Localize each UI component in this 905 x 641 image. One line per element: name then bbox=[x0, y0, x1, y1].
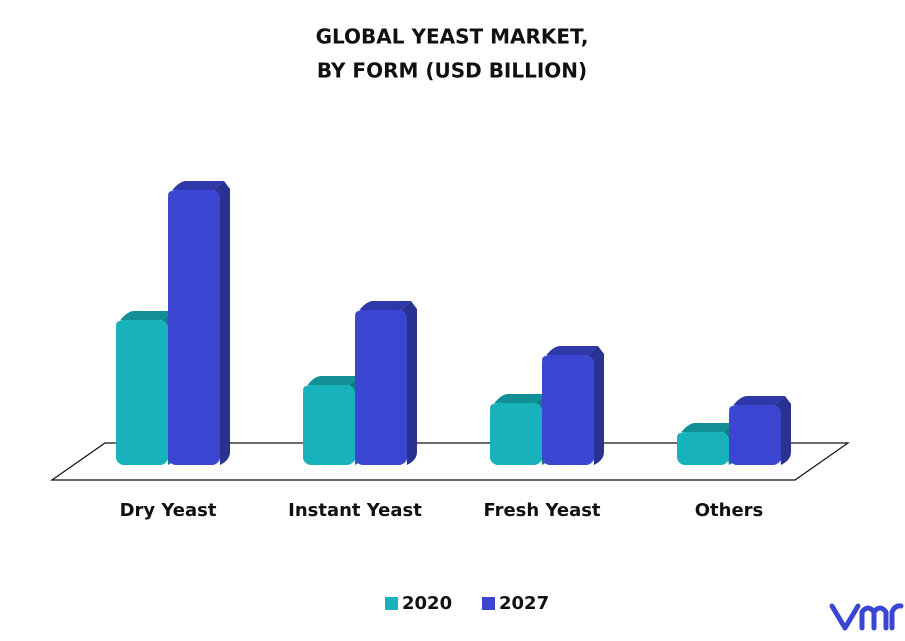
legend-swatch bbox=[482, 597, 495, 610]
bar-top bbox=[677, 423, 733, 438]
bar-top bbox=[116, 311, 172, 326]
legend-label: 2027 bbox=[499, 593, 549, 614]
x-tick-label: Others bbox=[695, 500, 764, 521]
chart-title: BY FORM (USD BILLION) bbox=[317, 59, 587, 83]
bar-top bbox=[168, 181, 224, 196]
legend-swatch bbox=[385, 597, 398, 610]
bar-top bbox=[303, 376, 359, 391]
bar bbox=[490, 403, 542, 465]
bar bbox=[303, 385, 355, 465]
bar bbox=[677, 432, 729, 465]
bar-top bbox=[490, 394, 546, 409]
bar bbox=[168, 190, 220, 465]
logo bbox=[829, 603, 904, 631]
legend-label: 2020 bbox=[402, 593, 452, 614]
x-tick-label: Fresh Yeast bbox=[483, 500, 600, 521]
x-tick-label: Instant Yeast bbox=[288, 500, 422, 521]
chart-title: GLOBAL YEAST MARKET, bbox=[316, 25, 589, 49]
bar-top bbox=[542, 346, 598, 361]
bar bbox=[542, 355, 594, 465]
bar bbox=[116, 320, 168, 465]
floor bbox=[50, 442, 850, 481]
bar bbox=[355, 310, 407, 465]
x-tick-label: Dry Yeast bbox=[120, 500, 217, 521]
bar bbox=[729, 405, 781, 465]
bar-top bbox=[355, 301, 411, 316]
bar-top bbox=[729, 396, 785, 411]
